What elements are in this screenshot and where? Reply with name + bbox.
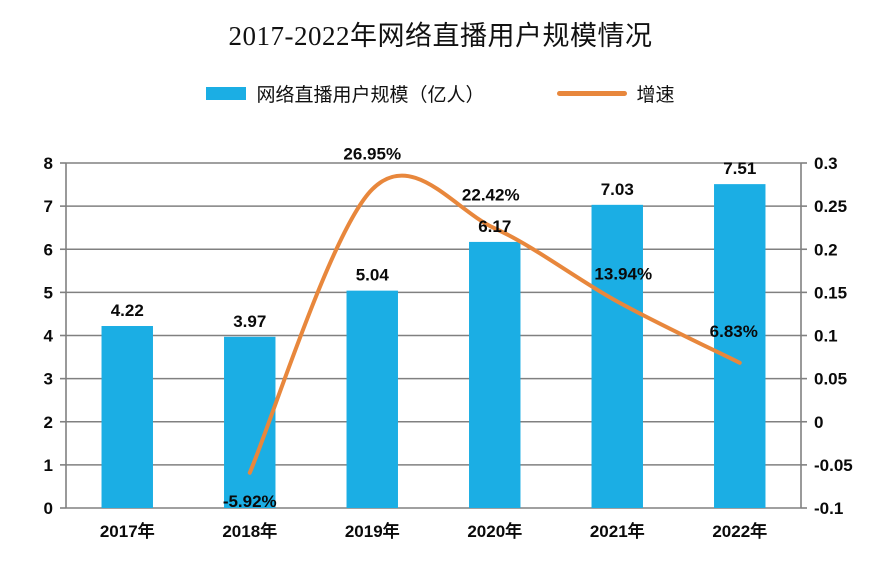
right-axis-tick-label: 0	[814, 413, 823, 432]
left-axis-tick-label: 7	[44, 197, 53, 216]
right-axis-tick-label: 0.05	[814, 370, 847, 389]
bar-data-labels: 4.22 3.97 5.04 6.17 7.03 7.51	[111, 159, 757, 331]
right-axis-tick-label: 0.1	[814, 327, 838, 346]
right-value-axis: 0.3 0.25 0.2 0.15 0.1 0.05 0 -0.05 -0.1	[800, 154, 853, 518]
left-axis-tick-label: 3	[44, 370, 53, 389]
category-axis-label: 2020年	[467, 521, 522, 541]
right-axis-tick-label: -0.1	[814, 499, 843, 518]
bar-value-label: 6.17	[478, 217, 511, 236]
line-data-labels: -5.92% 26.95% 22.42% 13.94% 6.83%	[223, 144, 758, 511]
left-axis-tick-label: 0	[44, 499, 53, 518]
gridlines	[66, 162, 801, 509]
left-axis-tick-label: 5	[44, 283, 53, 302]
category-axis-label: 2019年	[345, 521, 400, 541]
bar-2021年	[591, 204, 643, 509]
growth-value-label: -5.92%	[223, 492, 277, 511]
line-series	[247, 173, 742, 475]
bar-2019年	[346, 290, 398, 508]
category-axis-label: 2017年	[100, 521, 155, 541]
bar-value-label: 4.22	[111, 301, 144, 320]
growth-rate-line	[247, 173, 742, 475]
growth-value-label: 6.83%	[710, 322, 758, 341]
left-axis-tick-label: 1	[44, 456, 53, 475]
legend-item-label: 增速	[636, 85, 675, 106]
right-axis-tick-label: 0.3	[814, 154, 838, 173]
bar-2022年	[714, 184, 766, 508]
legend-item-line-series: 增速	[556, 80, 675, 107]
bar-2020年	[469, 241, 521, 508]
bar-value-label: 7.51	[723, 159, 756, 178]
right-axis-tick-label: 0.15	[814, 283, 847, 302]
right-axis-tick-label: 0.25	[814, 197, 847, 216]
page-title: 2017-2022年网络直播用户规模情况	[228, 21, 653, 51]
legend-bar-swatch-icon	[206, 87, 247, 100]
legend-item-bar-series: 网络直播用户规模（亿人）	[206, 80, 485, 107]
left-axis-tick-label: 4	[44, 327, 54, 346]
bar-value-label: 3.97	[233, 312, 266, 331]
bar-value-label: 7.03	[601, 180, 634, 199]
bar-2017年	[101, 326, 153, 508]
category-axis-label: 2022年	[712, 521, 767, 541]
legend-item-label: 网络直播用户规模（亿人）	[256, 85, 485, 106]
left-axis-tick-label: 2	[44, 413, 53, 432]
left-value-axis: 8 7 6 5 4 3 2 1 0	[44, 154, 67, 518]
bar-value-label: 5.04	[356, 266, 390, 285]
category-axis: 2017年 2018年 2019年 2020年 2021年 2022年	[100, 521, 767, 541]
growth-value-label: 22.42%	[462, 185, 520, 204]
left-axis-tick-label: 8	[44, 154, 53, 173]
growth-value-label: 13.94%	[594, 265, 652, 284]
right-axis-tick-label: -0.05	[814, 456, 853, 475]
legend-line-swatch-icon	[556, 91, 627, 96]
category-axis-label: 2021年	[590, 521, 645, 541]
category-axis-label: 2018年	[222, 521, 277, 541]
growth-value-label: 26.95%	[343, 144, 401, 163]
right-axis-tick-label: 0.2	[814, 240, 838, 259]
bar-series	[101, 184, 766, 509]
left-axis-tick-label: 6	[44, 240, 53, 259]
chart-legend: 网络直播用户规模（亿人） 增速	[0, 80, 881, 107]
